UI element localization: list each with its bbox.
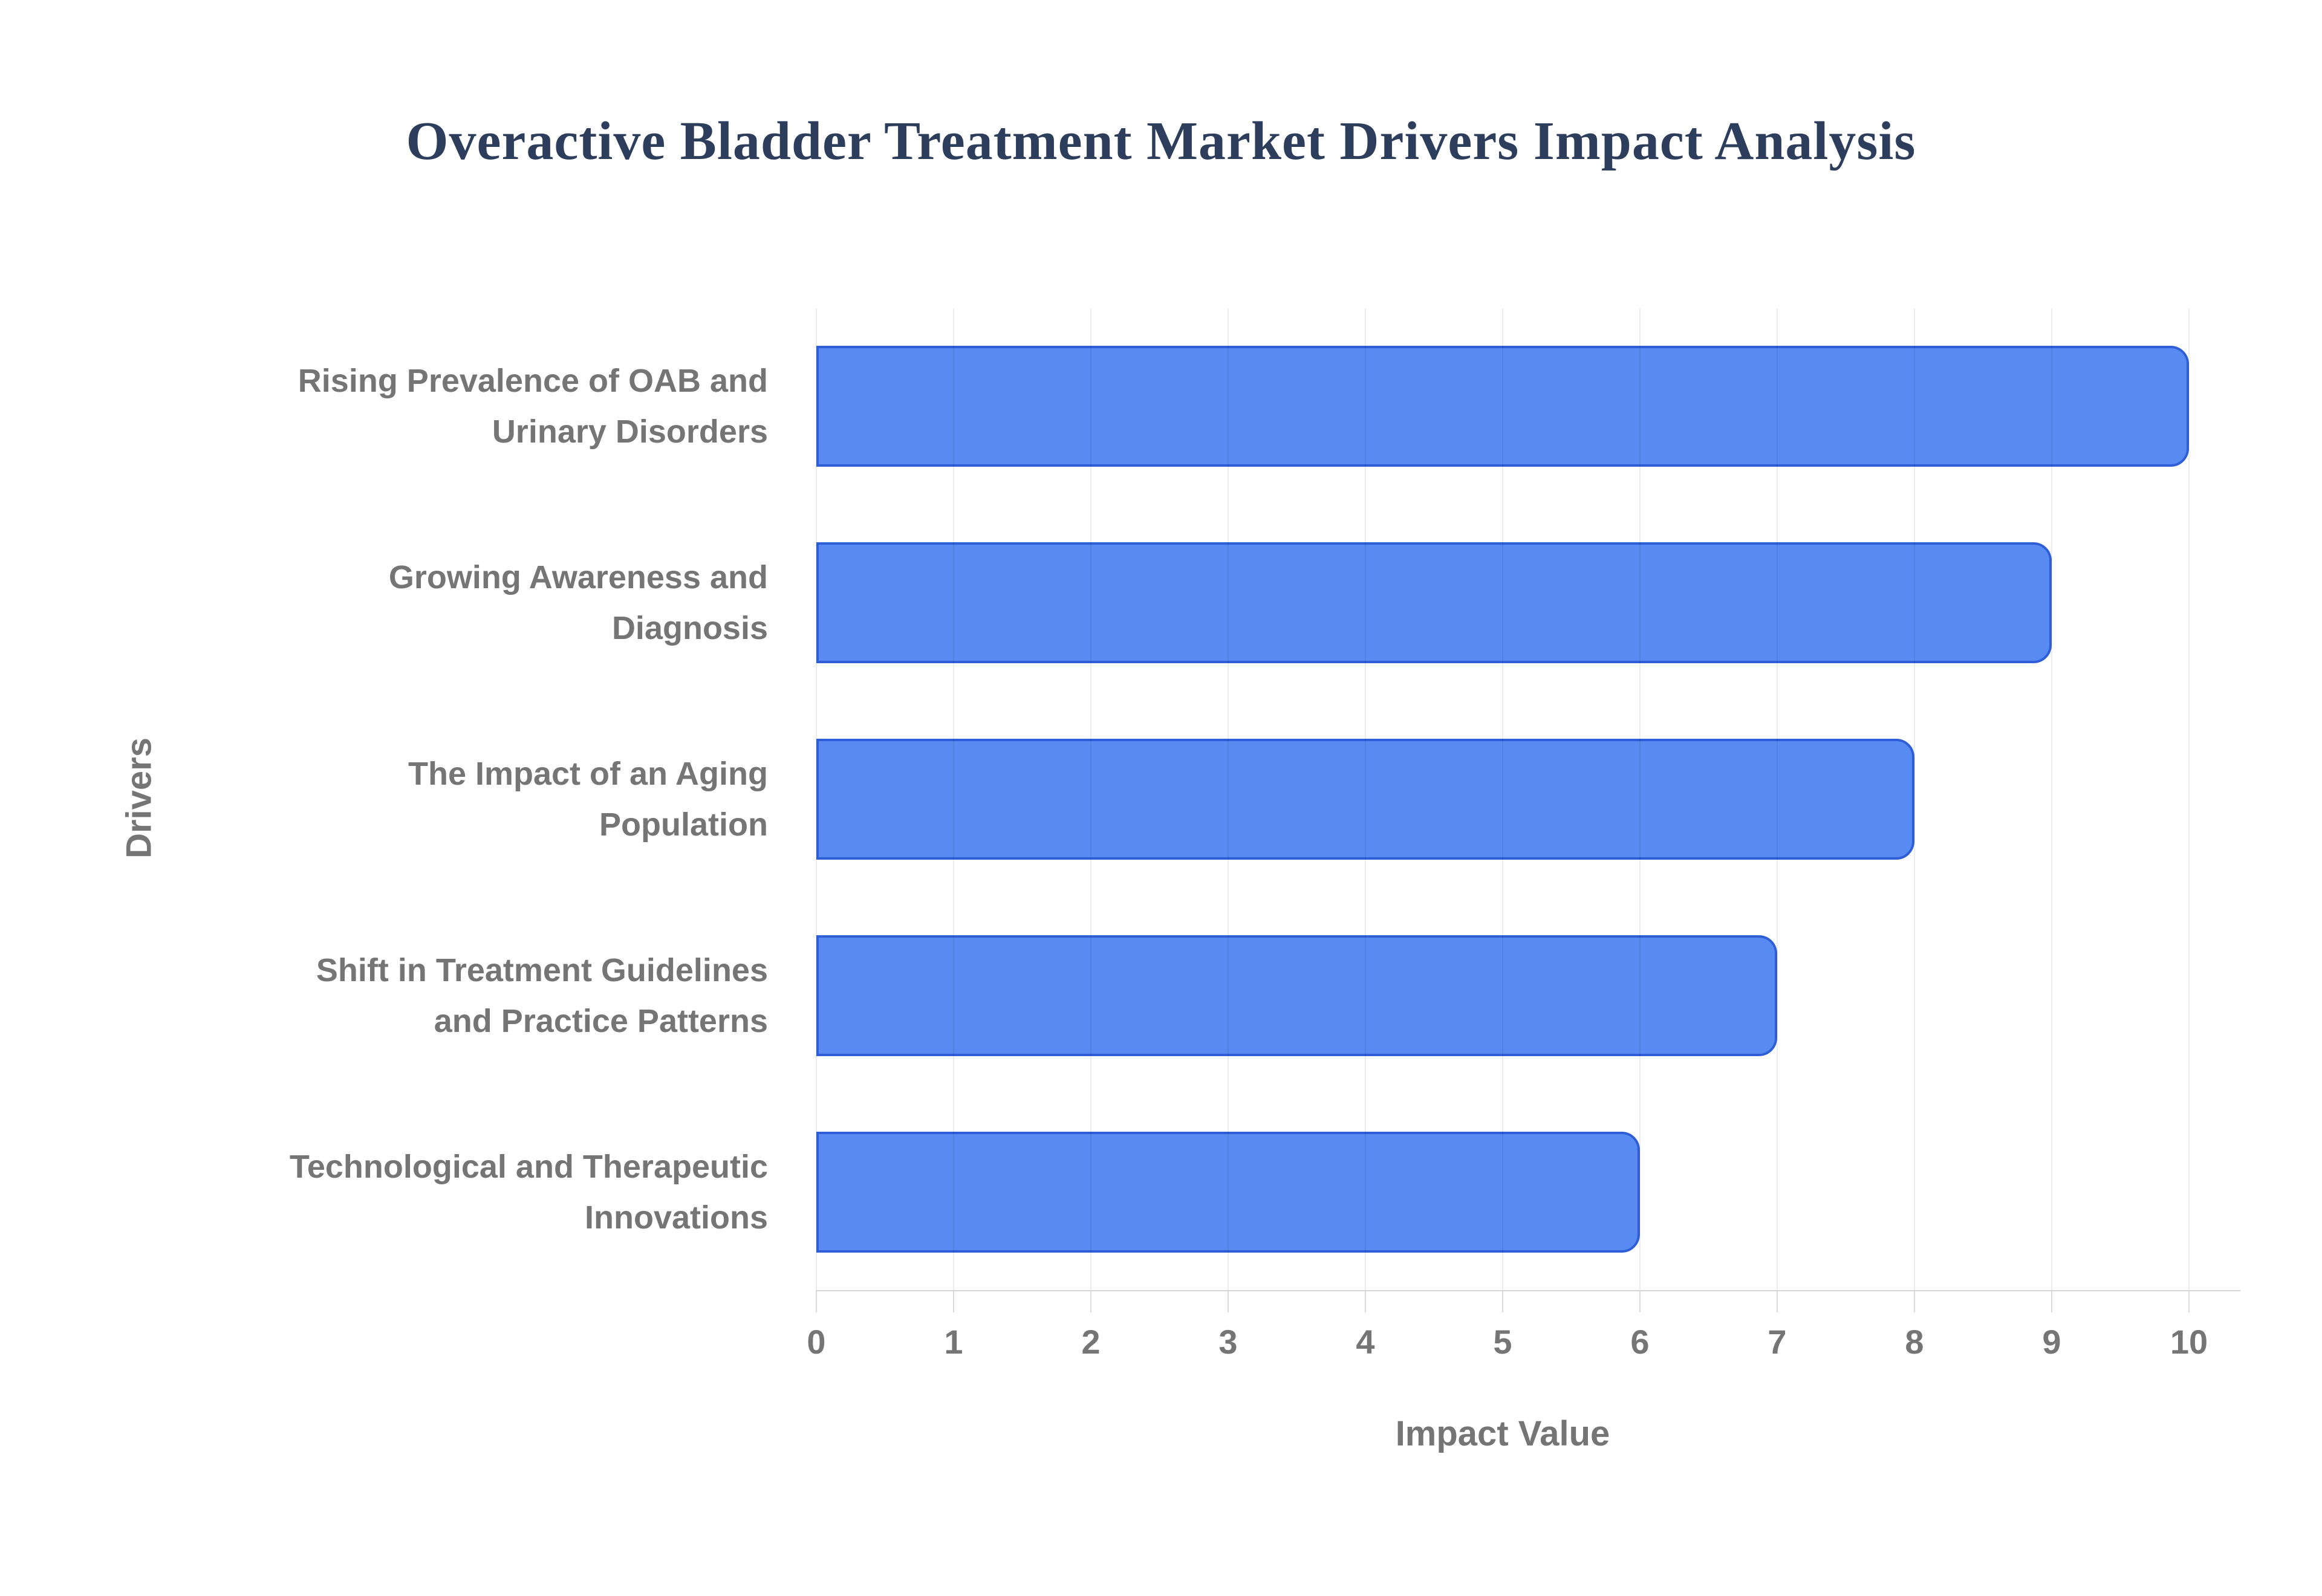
tickmark-x-1 [953,1291,954,1312]
gridline-x-7 [1777,308,1778,1291]
bar-2 [816,738,1914,860]
gridline-x-9 [2051,308,2052,1291]
tick-label-x-1: 1 [944,1323,963,1361]
tickmark-x-5 [1502,1291,1503,1312]
tick-label-x-4: 4 [1356,1323,1375,1361]
gridline-x-5 [1502,308,1503,1291]
tick-label-x-7: 7 [1768,1323,1787,1361]
x-axis-line [816,1290,2240,1291]
tickmark-x-4 [1365,1291,1366,1312]
plot-area: 0 1 2 3 4 5 6 7 8 9 10 [807,308,2240,1361]
tick-label-x-2: 2 [1081,1323,1101,1361]
category-label-3: Shift in Treatment Guidelines and Practi… [316,952,768,1039]
gridline-x-6 [1639,308,1641,1291]
tick-label-x-5: 5 [1493,1323,1512,1361]
category-label-2: The Impact of an Aging Population [408,755,768,843]
gridline-x-0 [816,308,817,1291]
gridline-x-8 [1914,308,1915,1291]
y-axis-title: Drivers [119,738,159,858]
gridline-x-2 [1090,308,1091,1291]
x-axis-title: Impact Value [1395,1414,1610,1453]
tick-label-x-8: 8 [1905,1323,1924,1361]
gridline-x-4 [1365,308,1366,1291]
chart-title: Overactive Bladder Treatment Market Driv… [406,111,1916,171]
category-axis-labels: Rising Prevalence of OAB and Urinary Dis… [242,308,792,1291]
gridline-x-1 [953,308,954,1291]
tick-label-x-3: 3 [1218,1323,1238,1361]
category-label-4: Technological and Therapeutic Innovation… [289,1148,768,1236]
tickmark-x-6 [1639,1291,1641,1312]
bar-4 [816,1131,1640,1253]
bar-0 [816,345,2189,467]
category-label-1: Growing Awareness and Diagnosis [388,559,768,646]
bar-1 [816,542,2052,663]
tickmark-x-7 [1777,1291,1778,1312]
tickmark-x-8 [1914,1291,1915,1312]
tickmark-x-10 [2188,1291,2190,1312]
tickmark-x-0 [816,1291,817,1312]
tickmark-x-9 [2051,1291,2052,1312]
tickmark-x-2 [1090,1291,1091,1312]
gridline-x-10 [2188,308,2190,1291]
tick-label-x-0: 0 [807,1323,826,1361]
tick-label-x-6: 6 [1630,1323,1650,1361]
tickmark-x-3 [1228,1291,1229,1312]
category-label-0: Rising Prevalence of OAB and Urinary Dis… [298,362,768,450]
tick-label-x-10: 10 [2170,1323,2208,1361]
tick-label-x-9: 9 [2042,1323,2061,1361]
gridline-x-3 [1228,308,1229,1291]
bar-3 [816,935,1777,1056]
